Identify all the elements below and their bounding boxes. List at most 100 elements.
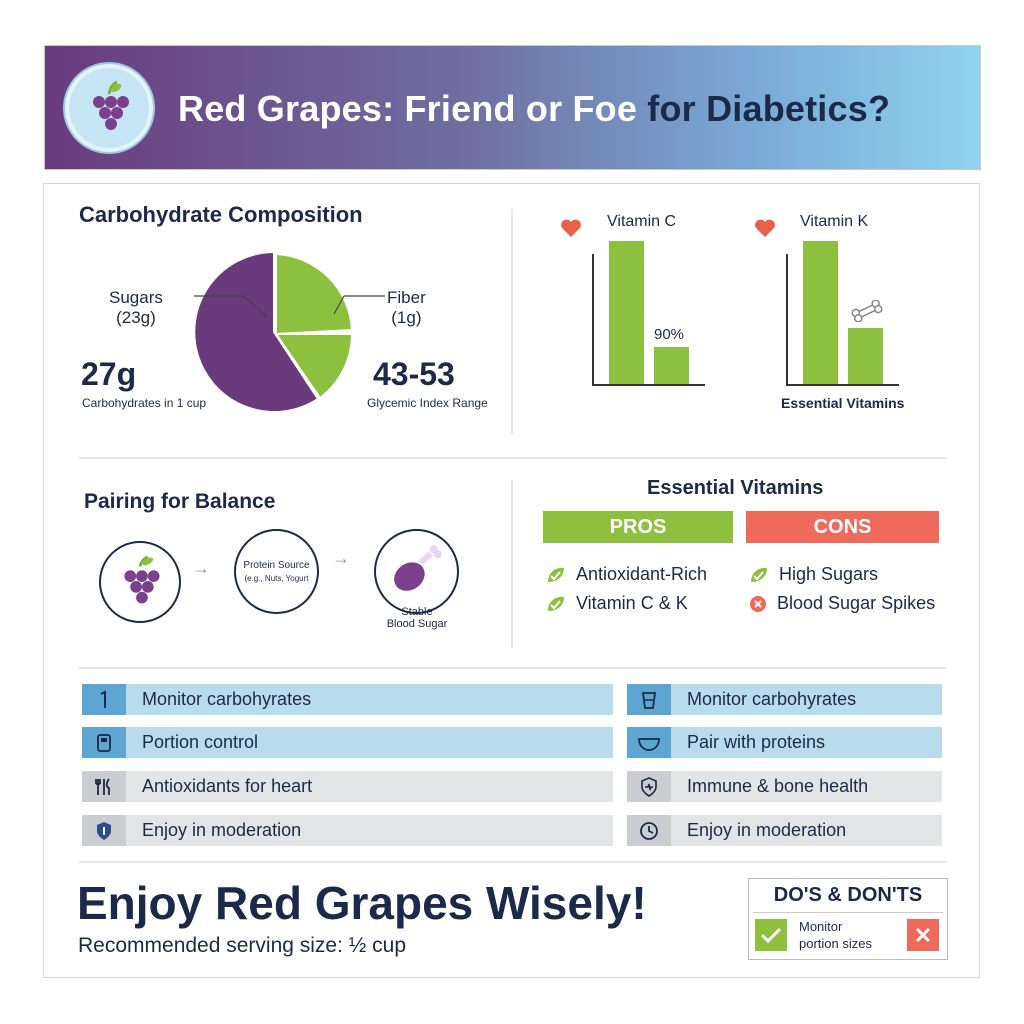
divider-top	[511, 209, 513, 434]
pros-text-2: Vitamin C & K	[576, 593, 688, 613]
leaf-check-icon	[548, 567, 564, 582]
serving-size: Recommended serving size: ½ cup	[78, 934, 406, 957]
tip-right-3-label: Immune & bone health	[687, 776, 869, 796]
fiber-value: (1g)	[391, 308, 422, 327]
divider-lower	[79, 667, 946, 669]
title-part-2: for Diabetics?	[647, 88, 891, 129]
shield-icon	[82, 815, 126, 846]
pros-item-2: Vitamin C & K	[546, 593, 688, 614]
tip-left-3-label: Antioxidants for heart	[142, 776, 313, 796]
cons-header: CONS	[746, 511, 939, 543]
pairing-title: Pairing for Balance	[84, 490, 276, 513]
leaf-check-icon	[751, 567, 767, 582]
dos-text-line-2: portion sizes	[799, 936, 872, 951]
protein-examples: (e.g., Nuts, Yogurt	[244, 574, 309, 583]
grapes-icon	[93, 80, 129, 130]
heart-icon	[755, 219, 775, 237]
grapes-circle	[99, 541, 181, 623]
fiber-name: Fiber	[387, 288, 426, 307]
number-one-icon	[82, 684, 126, 715]
dos-donts-title: DO'S & DON'TS	[773, 884, 923, 906]
bowl-icon	[627, 727, 671, 758]
header-banner: Red Grapes: Friend or Foe for Diabetics?	[44, 45, 981, 170]
tip-right-2-label: Pair with proteins	[687, 732, 826, 752]
grapes-logo	[65, 64, 153, 152]
gi-caption: Glycemic Index Range	[367, 396, 488, 410]
heart-shield-icon	[627, 771, 671, 802]
vitamin-c-bar-tall	[609, 241, 644, 384]
carbs-total: 27g	[81, 356, 137, 392]
vitamin-c-bar-short	[654, 347, 689, 384]
check-icon	[755, 919, 787, 951]
carbs-total-caption: Carbohydrates in 1 cup	[82, 396, 207, 410]
tip-right-4: Enjoy in moderation	[627, 815, 942, 846]
sugars-label: Sugars (23g)	[109, 288, 163, 328]
tip-right-3: Immune & bone health	[627, 771, 942, 802]
divider-middle	[79, 457, 946, 459]
cons-item-1: High Sugars	[749, 564, 878, 585]
tip-left-1-label: Monitor carbohyrates	[142, 689, 312, 709]
drumstick-icon	[394, 545, 442, 591]
sugars-value: (23g)	[116, 308, 156, 327]
fiber-leader-line	[333, 295, 385, 315]
fiber-slice-bottom	[274, 333, 354, 400]
page-title: Red Grapes: Friend or Foe for Diabetics?	[178, 88, 890, 130]
dos-text-line-1: Monitor	[799, 919, 843, 934]
fork-knife-icon	[82, 771, 126, 802]
title-part-1: Red Grapes: Friend or Foe	[178, 88, 648, 129]
tip-left-1: Monitor carbohyrates	[82, 684, 613, 715]
gi-range: 43-53	[373, 356, 455, 392]
sugars-name: Sugars	[109, 288, 163, 307]
sugars-slice	[194, 252, 320, 412]
footer-headline: Enjoy Red Grapes Wisely!	[77, 877, 647, 929]
tip-left-4: Enjoy in moderation	[82, 815, 613, 846]
vitamin-k-bar-tall	[803, 241, 838, 384]
tip-right-1-label: Monitor carbohyrates	[687, 689, 857, 709]
bone-icon	[851, 300, 883, 322]
vitamin-c-axis	[592, 384, 705, 386]
vitamin-c-pct: 90%	[654, 326, 685, 343]
result-line-2: Blood Sugar	[386, 618, 448, 630]
pros-header: PROS	[543, 511, 733, 543]
tip-left-3: Antioxidants for heart	[82, 771, 613, 802]
arrow-right-icon: →	[192, 558, 210, 578]
leaf-check-icon	[548, 596, 564, 611]
arrow-right-icon: →	[332, 548, 350, 568]
protein-circle: Protein Source (e.g., Nuts, Yogurt	[234, 529, 319, 614]
vitamins-caption: Essential Vitamins	[781, 395, 905, 411]
vitamin-c-label: Vitamin C	[607, 213, 677, 230]
protein-title: Protein Source	[243, 560, 310, 571]
clock-icon	[627, 815, 671, 846]
result-line-1: Stable	[401, 606, 433, 618]
divider-bottom	[511, 480, 513, 648]
protein-food-circle	[374, 529, 459, 614]
proscons-title: Essential Vitamins	[647, 477, 824, 499]
dos-donts-divider	[753, 912, 943, 913]
x-icon	[907, 919, 939, 951]
vitamin-k-y-axis	[786, 254, 788, 386]
stable-blood-sugar: Stable Blood Sugar	[382, 606, 452, 630]
heart-icon	[561, 219, 581, 237]
tip-left-2: Portion control	[82, 727, 613, 758]
dos-donts-box: DO'S & DON'TS Monitor portion sizes	[748, 878, 948, 960]
pros-text-1: Antioxidant-Rich	[576, 564, 708, 584]
cup-icon	[627, 684, 671, 715]
carbs-pie-chart	[194, 252, 354, 412]
divider-footer	[79, 861, 946, 863]
tip-left-2-label: Portion control	[142, 732, 259, 752]
pros-item-1: Antioxidant-Rich	[546, 564, 707, 585]
tip-right-2: Pair with proteins	[627, 727, 942, 758]
vitamin-k-bar-short	[848, 328, 883, 384]
fiber-slice-top	[275, 252, 354, 336]
glucose-meter-icon	[82, 727, 126, 758]
dos-text: Monitor portion sizes	[799, 918, 872, 952]
vitamin-c-y-axis	[592, 254, 594, 386]
x-circle-icon	[750, 595, 766, 612]
tip-right-4-label: Enjoy in moderation	[687, 820, 847, 840]
grapes-icon	[124, 555, 160, 604]
cons-item-2: Blood Sugar Spikes	[749, 593, 935, 614]
tip-right-1: Monitor carbohyrates	[627, 684, 942, 715]
tip-left-4-label: Enjoy in moderation	[142, 820, 302, 840]
carbs-title: Carbohydrate Composition	[79, 202, 363, 227]
cons-text-2: Blood Sugar Spikes	[777, 593, 936, 613]
